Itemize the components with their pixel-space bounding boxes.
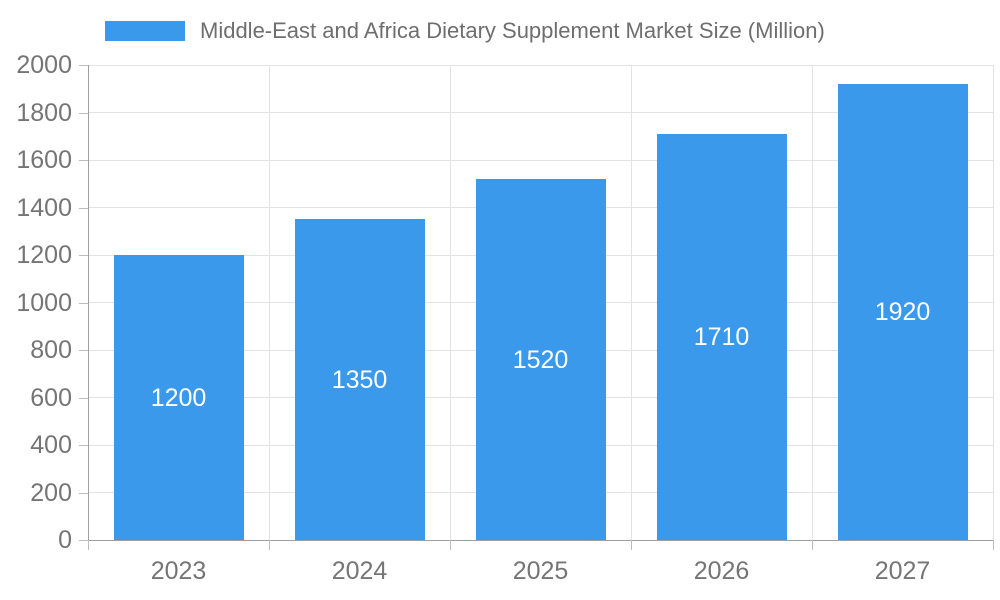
x-axis-tick-label: 2025 bbox=[512, 557, 569, 585]
y-tick-mark bbox=[79, 65, 88, 66]
y-tick-mark bbox=[79, 492, 88, 494]
x-axis-tick-label: 2027 bbox=[874, 557, 931, 585]
x-tick-mark bbox=[449, 540, 451, 550]
x-tick-mark bbox=[87, 540, 89, 550]
bar[interactable]: 1350 bbox=[294, 219, 425, 540]
v-gridline bbox=[449, 65, 451, 540]
y-axis-line bbox=[87, 65, 89, 540]
y-axis-tick-label: 200 bbox=[30, 478, 72, 507]
y-tick-mark bbox=[79, 540, 88, 541]
bar-value-label: 1200 bbox=[150, 383, 207, 412]
v-gridline bbox=[811, 65, 813, 540]
x-axis-tick-label: 2024 bbox=[331, 557, 388, 585]
y-tick-mark bbox=[79, 397, 88, 399]
bar[interactable]: 1520 bbox=[475, 179, 606, 540]
bar[interactable]: 1710 bbox=[656, 133, 787, 540]
bar-value-label: 1520 bbox=[512, 345, 569, 374]
y-axis-tick-label: 400 bbox=[30, 431, 72, 459]
v-gridline bbox=[268, 65, 270, 540]
y-tick-mark bbox=[79, 112, 88, 114]
y-axis-tick-label: 1800 bbox=[16, 98, 72, 127]
h-gridline bbox=[88, 64, 993, 66]
x-axis-tick-label: 2023 bbox=[150, 557, 207, 585]
x-tick-mark bbox=[630, 540, 632, 550]
x-tick-mark bbox=[268, 540, 270, 550]
x-tick-mark bbox=[992, 540, 994, 550]
v-gridline bbox=[992, 65, 994, 540]
h-gridline bbox=[88, 112, 993, 113]
plot-area: 1200 1350 1520 1710 1920 bbox=[88, 64, 994, 540]
y-tick-mark bbox=[79, 445, 88, 446]
y-axis-tick-label: 1400 bbox=[16, 193, 72, 222]
x-tick-mark bbox=[811, 540, 813, 550]
y-tick-mark bbox=[79, 255, 88, 256]
bar-value-label: 1710 bbox=[693, 322, 750, 351]
y-tick-mark bbox=[79, 350, 88, 351]
legend-swatch-icon bbox=[105, 21, 185, 41]
y-axis-tick-label: 0 bbox=[58, 526, 72, 554]
y-axis-tick-label: 1200 bbox=[16, 241, 72, 269]
chart-legend[interactable]: Middle-East and Africa Dietary Supplemen… bbox=[105, 18, 825, 44]
legend-label: Middle-East and Africa Dietary Supplemen… bbox=[200, 18, 825, 43]
bar[interactable]: 1200 bbox=[113, 255, 244, 540]
v-gridline bbox=[630, 65, 632, 540]
x-axis-tick-label: 2026 bbox=[693, 557, 750, 585]
y-axis-tick-label: 2000 bbox=[16, 51, 72, 79]
bar-value-label: 1920 bbox=[874, 298, 931, 326]
y-tick-mark bbox=[79, 207, 88, 209]
y-axis-tick-label: 1000 bbox=[16, 288, 72, 317]
h-gridline bbox=[88, 159, 993, 161]
y-tick-mark bbox=[79, 302, 88, 304]
x-axis-line bbox=[88, 539, 993, 541]
y-axis-tick-label: 800 bbox=[30, 336, 72, 364]
bar[interactable]: 1920 bbox=[837, 84, 968, 540]
bar-value-label: 1350 bbox=[331, 365, 388, 394]
y-axis-tick-label: 600 bbox=[30, 383, 72, 412]
y-tick-mark bbox=[79, 160, 88, 161]
y-axis-tick-label: 1600 bbox=[16, 146, 72, 174]
